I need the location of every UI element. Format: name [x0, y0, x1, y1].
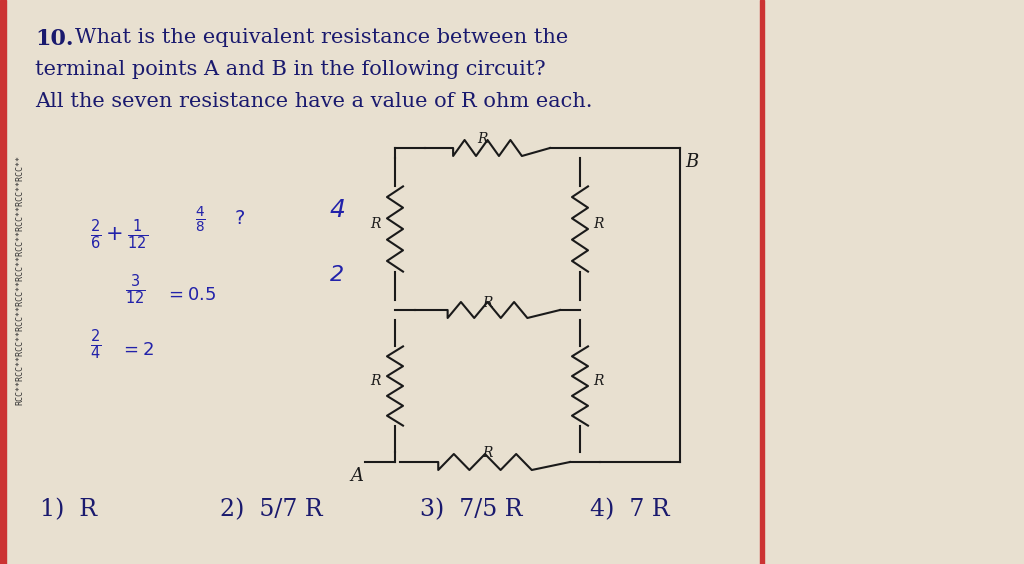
Text: $\frac{3}{12}$: $\frac{3}{12}$: [125, 273, 145, 307]
Text: $= 0.5$: $= 0.5$: [165, 286, 216, 304]
Text: R: R: [593, 217, 603, 231]
Text: RCC**RCC**RCC**RCC**RCC**RCC**RCC**RCC**RCC**RCC**: RCC**RCC**RCC**RCC**RCC**RCC**RCC**RCC**…: [15, 155, 25, 405]
Text: What is the equivalent resistance between the: What is the equivalent resistance betwee…: [75, 28, 568, 47]
Text: R: R: [481, 446, 493, 460]
Text: All the seven resistance have a value of R ohm each.: All the seven resistance have a value of…: [35, 92, 593, 111]
Bar: [760, 0, 764, 564]
Text: ?: ?: [234, 209, 246, 227]
Text: 2: 2: [330, 265, 344, 285]
Bar: [0, 0, 6, 564]
Text: 4)  7 R: 4) 7 R: [590, 499, 670, 522]
Text: R: R: [593, 374, 603, 388]
Text: 10.: 10.: [35, 28, 74, 50]
Text: $\frac{4}{8}$: $\frac{4}{8}$: [195, 205, 206, 235]
Text: R: R: [370, 217, 380, 231]
Text: R: R: [481, 296, 493, 310]
Text: R: R: [477, 132, 487, 146]
Text: A: A: [350, 467, 362, 485]
Text: $= 2$: $= 2$: [120, 341, 154, 359]
Text: 3)  7/5 R: 3) 7/5 R: [420, 499, 522, 522]
Text: 1)  R: 1) R: [40, 499, 97, 522]
Text: $\frac{2}{6}+\frac{1}{12}$: $\frac{2}{6}+\frac{1}{12}$: [90, 218, 148, 252]
Text: B: B: [685, 153, 698, 171]
Text: 4: 4: [330, 198, 346, 222]
Text: $\frac{2}{4}$: $\frac{2}{4}$: [90, 328, 101, 362]
Text: 2)  5/7 R: 2) 5/7 R: [220, 499, 323, 522]
Text: R: R: [370, 374, 380, 388]
Text: terminal points A and B in the following circuit?: terminal points A and B in the following…: [35, 60, 546, 79]
